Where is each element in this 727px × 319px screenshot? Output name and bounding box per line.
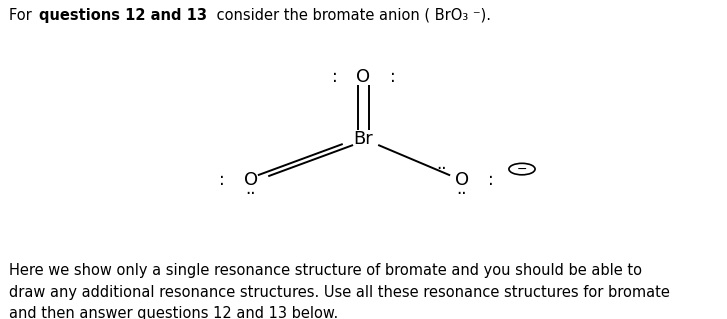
Text: consider the bromate anion ( BrO₃ ⁻).: consider the bromate anion ( BrO₃ ⁻). xyxy=(212,8,491,23)
Text: ··: ·· xyxy=(457,185,467,203)
Text: Br: Br xyxy=(353,130,374,148)
Text: ··: ·· xyxy=(436,160,447,178)
Text: :: : xyxy=(488,171,494,189)
Text: For: For xyxy=(9,8,36,23)
Circle shape xyxy=(509,163,535,175)
Text: :: : xyxy=(219,171,225,189)
Text: ··: ·· xyxy=(246,185,256,203)
Text: Here we show only a single resonance structure of bromate and you should be able: Here we show only a single resonance str… xyxy=(9,263,670,319)
Text: O: O xyxy=(244,171,258,189)
Text: questions 12 and 13: questions 12 and 13 xyxy=(39,8,206,23)
Text: O: O xyxy=(356,68,371,85)
Text: O: O xyxy=(454,171,469,189)
Text: :: : xyxy=(390,68,395,85)
Text: :: : xyxy=(332,68,337,85)
Text: −: − xyxy=(517,163,527,175)
